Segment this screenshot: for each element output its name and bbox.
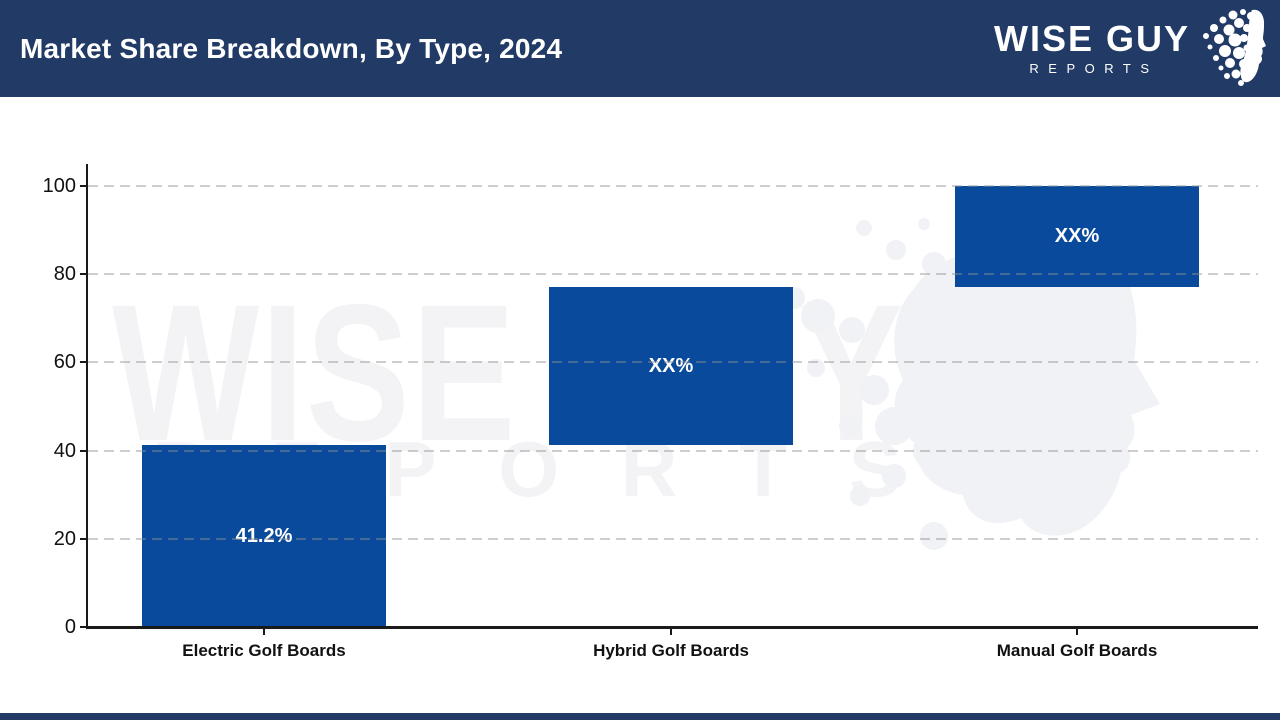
bar-3: XX% [955,186,1199,288]
y-tick-label-100: 100 [42,175,76,197]
footer-bar [0,713,1280,720]
y-tick-label-80: 80 [53,263,76,286]
y-tick-80 [80,273,88,276]
logo-text: WISE GUY REPORTS [993,18,1190,77]
category-label-text: Manual Golf Boards [996,641,1158,660]
bar-2: XX% [549,287,793,446]
y-tick-label-60: 60 [53,351,76,374]
header: Market Share Breakdown, By Type, 2024 WI… [0,0,1280,97]
y-tick-label-20: 20 [53,527,76,550]
y-tick-0 [80,626,88,628]
y-tick-label-0: 0 [64,616,76,638]
y-axis-line [86,164,88,629]
page-title: Market Share Breakdown, By Type, 2024 [20,32,563,64]
x-tick-3 [1076,627,1078,635]
y-tick-label-40: 40 [53,439,76,462]
gridline-80 [88,273,1258,276]
watermark-head-icon [771,218,1160,550]
bar-value-label-1: 41.2% [235,524,293,547]
bar-value-label-3: XX% [1054,225,1100,248]
y-tick-60 [80,361,88,364]
x-tick-label-3: Manual Golf Boards [947,640,1207,661]
category-label-text: Electric Golf Boards [182,641,346,660]
logo: WISE GUY REPORTS [994,6,1266,92]
bar-1: 41.2% [142,445,386,627]
x-tick-label-1: Electric Golf Boards [134,640,394,661]
logo-wordmark: WISE GUY [993,18,1190,59]
gridline-40 [88,449,1258,452]
gridline-60 [88,361,1258,364]
x-tick-2 [670,627,672,635]
y-tick-100 [80,185,88,187]
x-tick-label-2: Hybrid Golf Boards [541,640,801,661]
logo-head-icon [1203,8,1266,86]
gridline-20 [88,537,1258,540]
y-tick-20 [80,537,88,540]
category-label-text: Hybrid Golf Boards [593,641,749,660]
gridline-100 [88,185,1258,187]
x-axis-line [86,626,1258,629]
x-tick-1 [263,627,265,635]
y-tick-40 [80,449,88,452]
logo-subtext: REPORTS [1029,61,1159,76]
bar-value-label-2: XX% [648,354,694,377]
